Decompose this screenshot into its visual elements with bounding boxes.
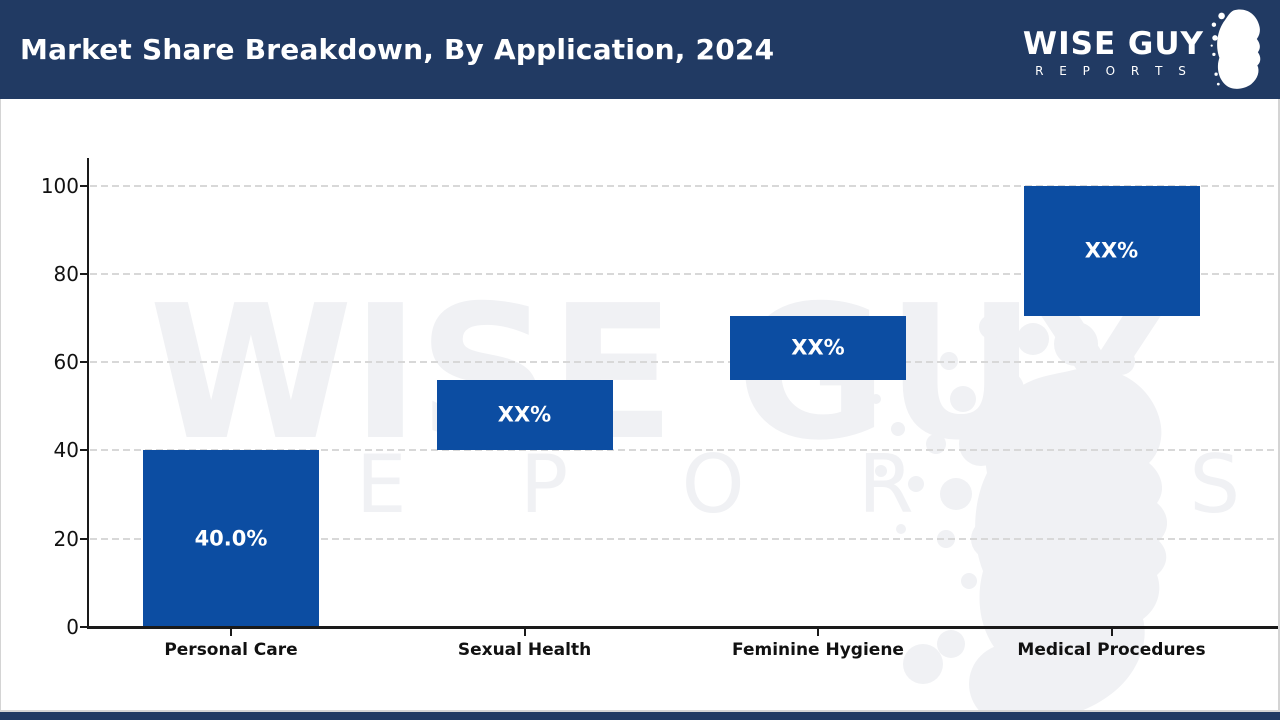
bar-value-label: XX% (1084, 238, 1139, 263)
y-axis-tick-label: 40 (53, 438, 79, 463)
bar-value-label: XX% (791, 335, 845, 360)
y-axis-tickmark (80, 361, 88, 364)
brand-face-icon (1210, 9, 1261, 89)
bar-sexual-health (436, 379, 613, 451)
x-axis-tickmark (523, 627, 526, 636)
bar-personal-care (143, 450, 319, 627)
y-axis-tickmark (80, 537, 88, 540)
brand-name: WISE GUY (1022, 26, 1204, 62)
y-axis-tick-label: 100 (40, 173, 79, 198)
footer-bar (0, 710, 1280, 720)
bar-feminine-hygiene (730, 315, 906, 380)
y-axis-tick-label: 20 (53, 526, 79, 551)
gridline-20 (90, 537, 1278, 540)
y-axis-tickmark (80, 449, 88, 452)
x-axis-category-label: Sexual Health (457, 640, 592, 660)
gridline-60 (90, 361, 1278, 364)
bar-medical-procedures (1023, 185, 1200, 316)
brand-logo: WISE GUY R E P O R T S (1023, 6, 1268, 94)
y-axis-tickmark (80, 184, 88, 187)
y-axis-spine (87, 158, 89, 629)
gridline-40 (90, 449, 1278, 452)
brand-subtitle: R E P O R T S (1035, 64, 1192, 78)
x-axis-tickmark (817, 627, 819, 636)
x-axis-category-label: Medical Procedures (1017, 640, 1206, 660)
y-axis-tickmark (80, 626, 88, 628)
x-axis-tickmark (230, 627, 232, 636)
plot-area: WISE GUY R E P O R T S 0 20 40 60 80 100 40.0%… (0, 99, 1280, 720)
y-axis-tick-label: 60 (53, 350, 79, 375)
x-axis-category-label: Personal Care (164, 640, 298, 660)
bar-value-label: XX% (497, 402, 552, 427)
page-title: Market Share Breakdown, By Application, … (20, 33, 775, 66)
x-axis-category-label: Feminine Hygiene (732, 640, 904, 660)
y-axis-tick-label: 80 (53, 261, 79, 286)
y-axis-tick-label: 0 (66, 615, 79, 639)
y-axis-tickmark (80, 272, 88, 275)
x-axis-spine (87, 626, 1278, 629)
bar-value-label: 40.0% (194, 526, 268, 551)
gridline-80 (90, 272, 1278, 275)
header: Market Share Breakdown, By Application, … (0, 0, 1280, 99)
gridline-100 (90, 184, 1278, 187)
